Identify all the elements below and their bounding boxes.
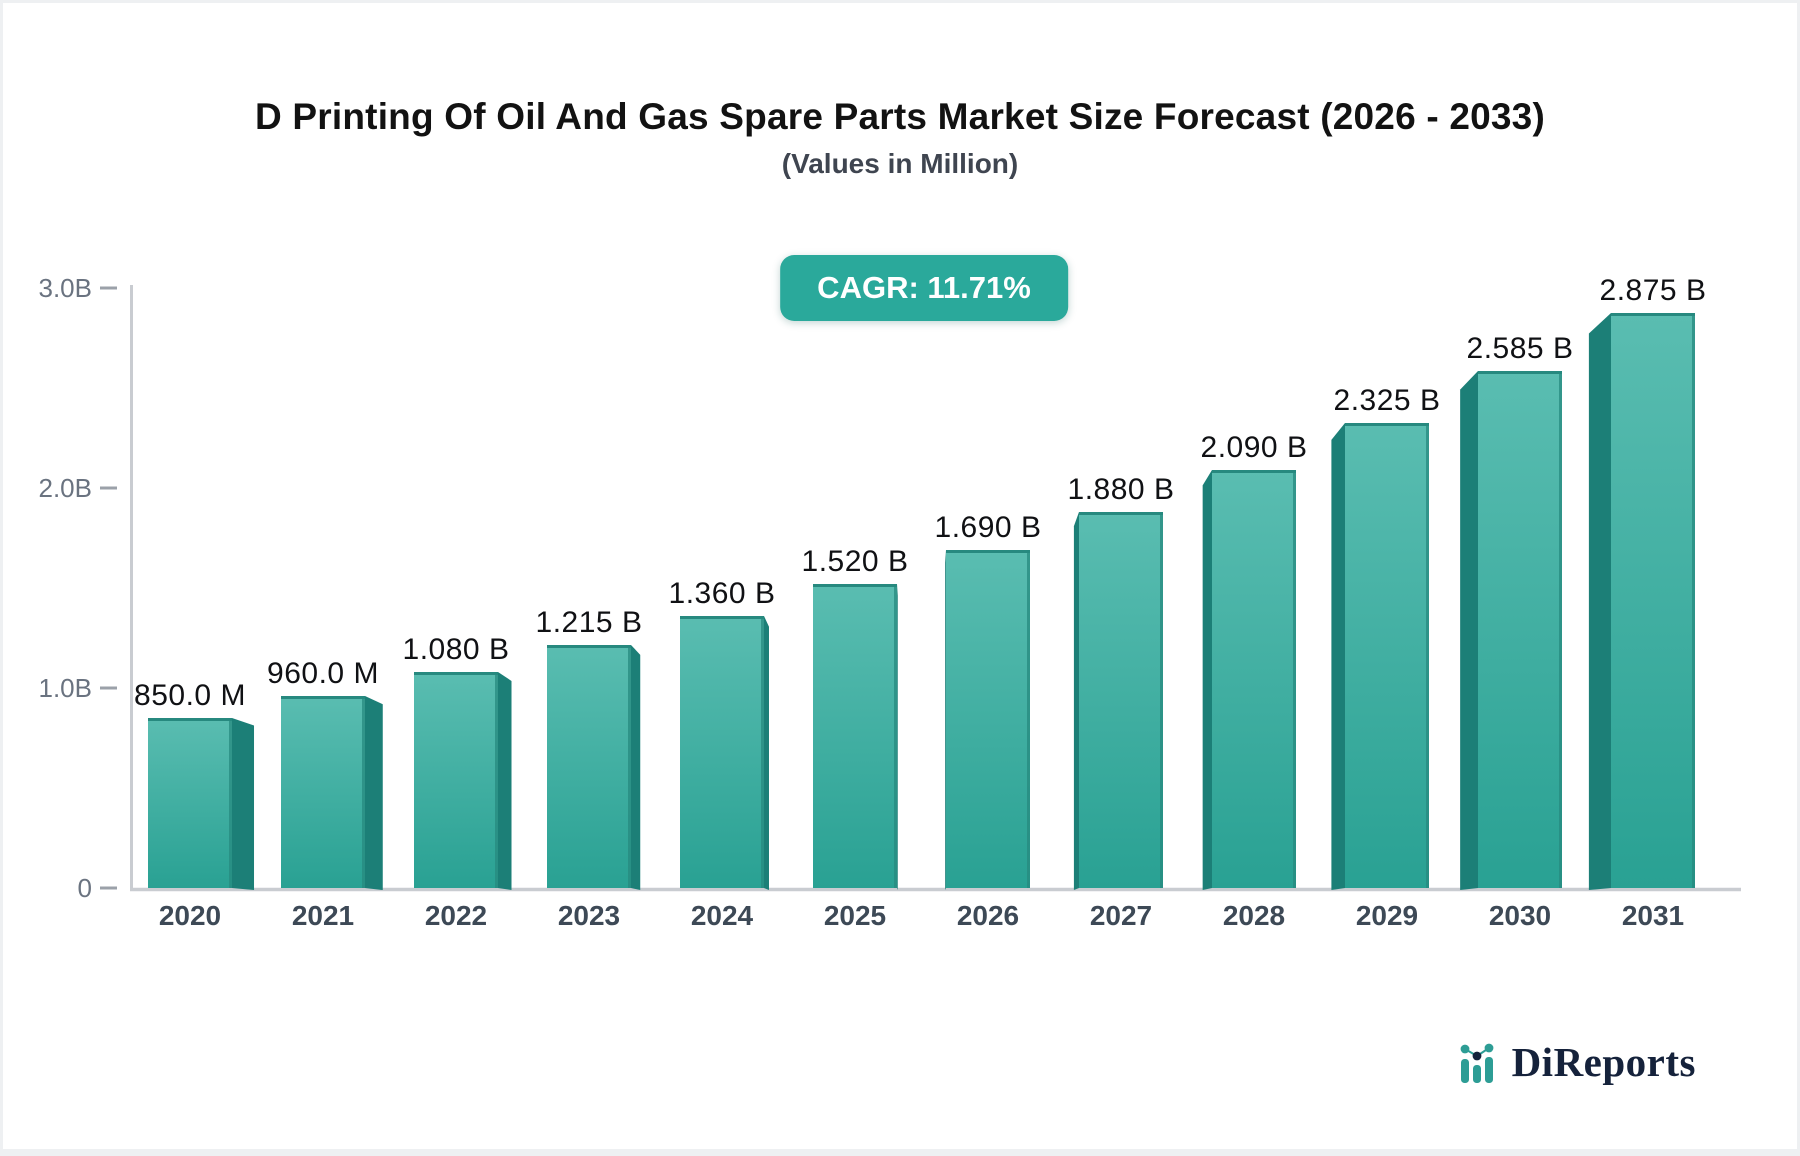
bar-right-edge <box>1426 423 1429 888</box>
bar-value-label: 1.080 B <box>403 633 510 666</box>
chart-title: D Printing Of Oil And Gas Spare Parts Ma… <box>255 96 1545 137</box>
bar-right-edge <box>495 672 498 888</box>
bar-side-face <box>498 672 512 891</box>
bar-side-face <box>1331 423 1345 891</box>
bar-side-face <box>631 645 641 891</box>
bar-front-face <box>281 696 365 888</box>
x-axis-label: 2025 <box>824 900 886 931</box>
x-axis-label: 2027 <box>1090 900 1152 931</box>
bar-side-face <box>232 718 255 891</box>
bar-value-label: 1.360 B <box>669 577 776 610</box>
bar-value-label: 1.215 B <box>536 606 643 639</box>
bar-top-edge <box>148 718 232 721</box>
bar-right-edge <box>1692 313 1695 888</box>
bar-top-edge <box>946 550 1030 553</box>
y-tick-label: 2.0B <box>39 473 93 503</box>
bar-right-edge <box>229 718 232 888</box>
chart-subtitle: (Values in Million) <box>781 148 1019 179</box>
bar-2029[interactable] <box>1331 423 1429 891</box>
bar-2030[interactable] <box>1460 371 1562 891</box>
bar-front-face <box>1478 371 1562 888</box>
bar-2031[interactable] <box>1588 313 1695 891</box>
bar-right-edge <box>1293 470 1296 888</box>
bar-2020[interactable] <box>148 718 255 891</box>
bar-value-label: 2.090 B <box>1201 431 1308 464</box>
bar-2023[interactable] <box>547 645 641 891</box>
bar-side-face <box>897 584 898 891</box>
bar-top-edge <box>813 584 897 587</box>
bar-2028[interactable] <box>1202 470 1296 891</box>
bar-top-edge <box>680 616 764 619</box>
bar-front-face <box>813 584 897 888</box>
x-axis-label: 2020 <box>159 900 221 931</box>
y-tick-label: 0 <box>78 873 92 903</box>
bar-side-face <box>945 550 946 891</box>
x-axis-label: 2026 <box>957 900 1019 931</box>
bar-right-edge <box>761 616 764 888</box>
bar-right-edge <box>894 584 897 888</box>
direports-logo: DiReports <box>1458 1036 1696 1088</box>
bar-side-face <box>1202 470 1212 891</box>
bar-front-face <box>547 645 631 888</box>
bar-top-edge <box>547 645 631 648</box>
bar-top-edge <box>1079 512 1163 515</box>
x-axis-label: 2030 <box>1489 900 1551 931</box>
bar-2021[interactable] <box>281 696 383 891</box>
bar-value-label: 1.690 B <box>935 511 1042 544</box>
bar-front-face <box>1345 423 1429 888</box>
bar-top-edge <box>1478 371 1562 374</box>
bar-value-label: 850.0 M <box>134 679 246 712</box>
x-axis-label: 2024 <box>691 900 754 931</box>
bar-side-face <box>365 696 383 891</box>
bar-right-edge <box>1160 512 1163 888</box>
bar-right-edge <box>628 645 631 888</box>
bar-value-label: 1.520 B <box>802 545 909 578</box>
bar-top-edge <box>1345 423 1429 426</box>
y-tick-label: 1.0B <box>39 673 93 703</box>
bar-2024[interactable] <box>680 616 769 891</box>
logo-bar-trend-icon <box>1460 1043 1493 1083</box>
bar-side-face <box>1460 371 1478 891</box>
bar-2022[interactable] <box>414 672 512 891</box>
x-axis-label: 2029 <box>1356 900 1418 931</box>
bar-front-face <box>1079 512 1163 888</box>
x-axis-label: 2023 <box>558 900 620 931</box>
x-axis-label: 2021 <box>292 900 354 931</box>
y-tick-label: 3.0B <box>39 273 93 303</box>
bar-top-edge <box>414 672 498 675</box>
bar-value-label: 1.880 B <box>1068 473 1175 506</box>
cagr-badge: CAGR: 11.71% <box>780 255 1068 321</box>
x-axis-label: 2028 <box>1223 900 1285 931</box>
bar-front-face <box>1611 313 1695 888</box>
bar-top-edge <box>1212 470 1296 473</box>
bar-value-label: 2.325 B <box>1334 384 1441 417</box>
bar-side-face <box>1588 313 1611 891</box>
bar-value-label: 960.0 M <box>267 657 379 690</box>
bar-right-edge <box>362 696 365 888</box>
bar-top-edge <box>1611 313 1695 316</box>
bar-2026[interactable] <box>945 550 1030 891</box>
bar-front-face <box>414 672 498 888</box>
bar-front-face <box>680 616 764 888</box>
bar-value-label: 2.585 B <box>1467 332 1574 365</box>
bar-front-face <box>1212 470 1296 888</box>
bar-right-edge <box>1027 550 1030 888</box>
x-axis-label: 2022 <box>425 900 487 931</box>
bar-2027[interactable] <box>1073 512 1163 891</box>
bar-front-face <box>148 718 232 888</box>
bar-2025[interactable] <box>813 584 898 891</box>
bar-value-label: 2.875 B <box>1600 274 1707 307</box>
bar-right-edge <box>1559 371 1562 888</box>
logo-wordmark: DiReports <box>1511 1039 1696 1085</box>
bar-front-face <box>946 550 1030 888</box>
bar-side-face <box>764 616 769 891</box>
bar-top-edge <box>281 696 365 699</box>
bar-side-face <box>1073 512 1079 891</box>
x-axis-label: 2031 <box>1622 900 1684 931</box>
